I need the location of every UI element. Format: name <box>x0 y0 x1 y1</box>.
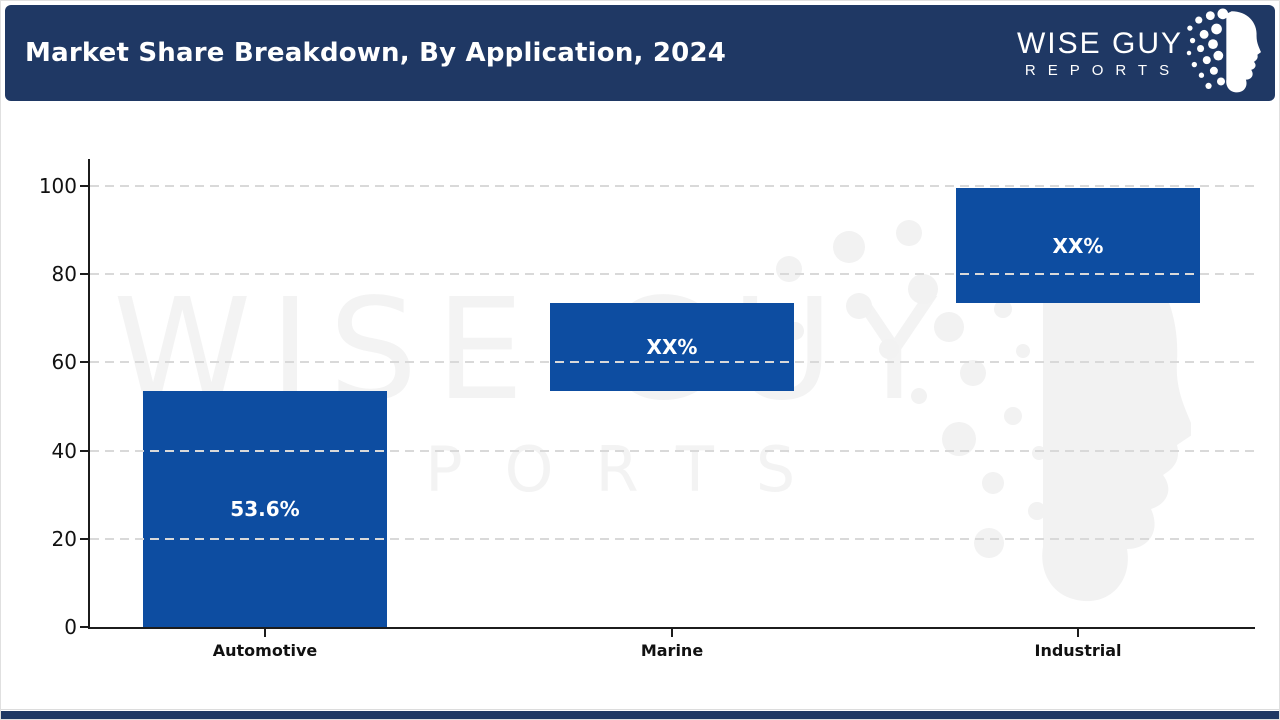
bar-industrial <box>956 188 1200 303</box>
logo-subtext: REPORTS <box>1024 62 1182 79</box>
x-tick-industrial <box>1077 629 1079 637</box>
logo-text: WISE GUY REPORTS <box>1017 27 1183 79</box>
footer-hairline <box>1 709 1279 710</box>
y-tick-label-60: 60 <box>51 350 77 375</box>
head-profile-icon <box>1186 8 1261 93</box>
y-axis-line <box>88 159 90 629</box>
y-tick-label-0: 0 <box>64 615 77 639</box>
wiseguy-logo: WISE GUY REPORTS <box>1017 8 1261 98</box>
gridline-80 <box>90 273 1255 276</box>
x-tick-automotive <box>264 629 266 637</box>
y-tick-label-40: 40 <box>51 438 77 463</box>
logo-wordmark: WISE GUY <box>1016 27 1183 60</box>
chart-title: Market Share Breakdown, By Application, … <box>25 38 727 68</box>
gridline-60 <box>90 361 1255 364</box>
category-label-automotive: Automotive <box>212 641 318 660</box>
header-bar: Market Share Breakdown, By Application, … <box>5 5 1275 101</box>
category-label-marine: Marine <box>640 641 704 660</box>
y-tick-label-20: 20 <box>51 526 77 551</box>
y-tick-20 <box>80 537 89 540</box>
bar-value-label-automotive: 53.6% <box>230 496 300 521</box>
watermark-head-icon <box>776 218 1191 602</box>
bar-value-label-marine: XX% <box>646 334 698 359</box>
footer-bar <box>1 711 1279 719</box>
y-tick-80 <box>80 273 89 276</box>
x-axis-line <box>88 627 1255 629</box>
category-label-industrial: Industrial <box>1034 641 1122 660</box>
gridline-40 <box>90 449 1255 452</box>
y-tick-100 <box>80 185 89 187</box>
bar-automotive <box>143 390 387 627</box>
bar-value-label-industrial: XX% <box>1052 233 1104 258</box>
gridline-100 <box>90 185 1255 187</box>
y-tick-40 <box>80 449 89 452</box>
bar-marine <box>550 302 794 391</box>
x-tick-marine <box>671 629 673 637</box>
y-tick-0 <box>80 626 89 628</box>
y-tick-label-100: 100 <box>38 174 77 198</box>
y-tick-label-80: 80 <box>51 262 77 287</box>
gridline-20 <box>90 537 1255 540</box>
y-tick-60 <box>80 361 89 364</box>
